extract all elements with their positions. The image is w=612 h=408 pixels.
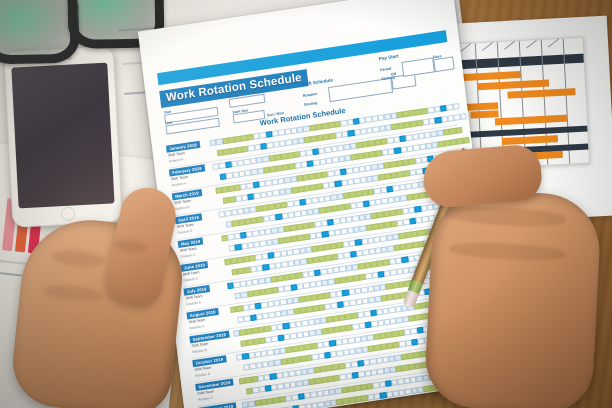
row-note: Rotation C xyxy=(197,395,214,402)
schedule-cell[interactable] xyxy=(462,136,470,144)
schedule-cell[interactable] xyxy=(455,126,463,134)
left-hand xyxy=(0,173,213,408)
group-title-pay-start: Pay Start xyxy=(378,53,399,62)
row-note: Rotation B xyxy=(194,371,211,378)
field-shift-starting[interactable]: Starting xyxy=(303,100,318,107)
row-note: Rotation A xyxy=(168,157,184,164)
field-period-boxes[interactable] xyxy=(401,57,435,77)
schedule-cell[interactable] xyxy=(452,103,460,110)
right-hand-thumb xyxy=(421,143,544,210)
field-rotation[interactable]: Rotation xyxy=(302,91,318,98)
field-days[interactable]: Days xyxy=(433,52,455,73)
schedule-cell[interactable] xyxy=(459,113,467,120)
right-hand xyxy=(401,143,612,408)
row-note: Rotation A xyxy=(171,181,187,188)
